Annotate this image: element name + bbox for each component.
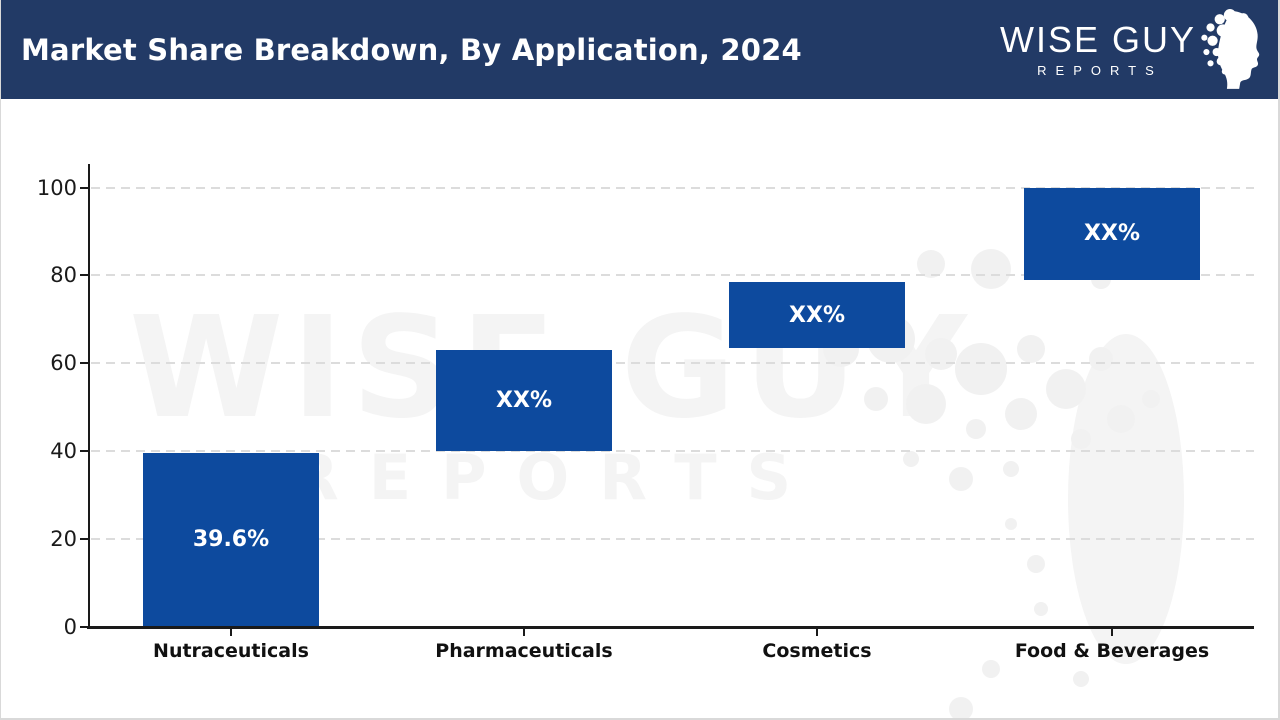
x-axis-line [87, 626, 1254, 629]
bar-nutraceuticals: 39.6% [143, 452, 319, 627]
gridline-80 [91, 274, 1254, 277]
y-tick-mark-100 [80, 186, 89, 189]
y-tick-label-80: 80 [50, 263, 77, 288]
y-tick-mark-40 [80, 450, 89, 453]
wiseguy-head-icon [1201, 8, 1260, 89]
y-tick-label-60: 60 [50, 351, 77, 376]
y-tick-mark-0 [80, 626, 89, 628]
x-category-label-0: Nutraceuticals [153, 640, 309, 662]
y-tick-mark-80 [80, 274, 89, 277]
x-tick-mark-1 [523, 627, 525, 636]
x-tick-mark-0 [230, 627, 232, 636]
gridline-60 [91, 362, 1254, 365]
gridline-20 [91, 538, 1254, 541]
watermark-subtext: REPORTS [291, 441, 822, 514]
wiseguy-logo: WISE GUY REPORTS [1000, 7, 1264, 93]
x-category-label-1: Pharmaceuticals [435, 640, 613, 662]
y-tick-label-0: 0 [63, 615, 77, 639]
wiseguy-logo-text: WISE GUY REPORTS [999, 19, 1196, 78]
logo-wordmark: WISE GUY [999, 19, 1196, 60]
x-tick-mark-2 [816, 627, 818, 636]
chart-area: WISE GUY REPORTS 0 20 40 60 80 100 39.6% Nutrac… [1, 99, 1278, 718]
bar-value-label: 39.6% [192, 527, 270, 553]
bar-value-label: XX% [496, 388, 552, 414]
y-tick-label-20: 20 [50, 527, 77, 552]
header: Market Share Breakdown, By Application, … [1, 0, 1278, 99]
logo-subtext: REPORTS [1037, 63, 1163, 78]
y-tick-label-100: 100 [36, 175, 77, 200]
y-tick-mark-20 [80, 538, 89, 541]
y-tick-mark-60 [80, 362, 89, 365]
bar-pharmaceuticals: XX% [436, 350, 612, 452]
y-axis-line [88, 164, 90, 629]
x-tick-mark-3 [1111, 627, 1113, 636]
bar-value-label: XX% [789, 302, 845, 328]
bar-cosmetics: XX% [729, 282, 905, 348]
bar-food-beverages: XX% [1024, 187, 1200, 280]
gridline-100 [91, 186, 1254, 189]
x-category-label-3: Food & Beverages [1014, 640, 1210, 662]
gridline-40 [91, 450, 1254, 453]
bar-value-label: XX% [1084, 221, 1140, 247]
x-category-label-2: Cosmetics [762, 640, 872, 662]
chart-title: Market Share Breakdown, By Application, … [21, 32, 802, 67]
y-tick-label-40: 40 [50, 439, 77, 464]
